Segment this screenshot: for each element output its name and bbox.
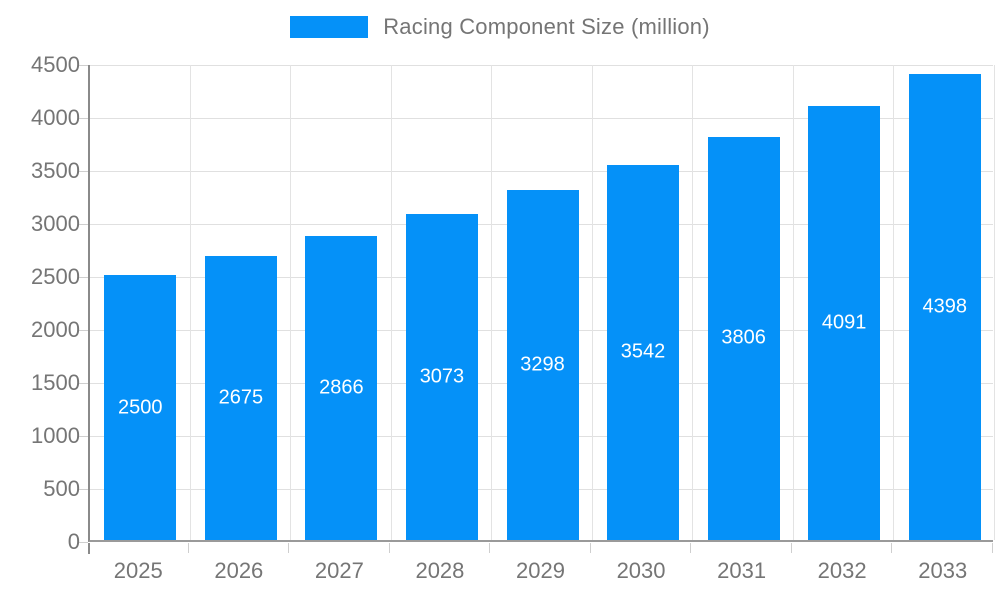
bar-value-label: 3806 bbox=[721, 326, 766, 349]
plot-area: 2500 2675 2866 3073 3298 3542 3806 4091 4398 bbox=[88, 65, 995, 542]
y-axis-tick-label: 1500 bbox=[31, 370, 80, 395]
gridline-vertical bbox=[893, 65, 895, 540]
x-axis-tick-mark bbox=[288, 543, 290, 553]
bar-value-label: 3073 bbox=[419, 365, 465, 388]
bar-value-label: 4398 bbox=[922, 295, 967, 318]
x-axis-tick-mark bbox=[388, 543, 390, 553]
y-axis-tick-mark bbox=[79, 330, 88, 331]
x-axis-tick-label: 2030 bbox=[616, 558, 666, 583]
bar-2028: 3073 bbox=[405, 214, 478, 540]
bar-value-label: 2866 bbox=[319, 376, 364, 399]
y-axis-tick-label: 1000 bbox=[31, 423, 80, 448]
gridline-horizontal bbox=[90, 118, 993, 119]
y-axis-tick-mark bbox=[79, 542, 88, 543]
x-axis-tick-mark bbox=[187, 543, 189, 553]
y-axis-tick-mark bbox=[79, 436, 88, 437]
bar-2027: 2866 bbox=[305, 236, 378, 540]
x-axis-tick-label: 2033 bbox=[918, 558, 968, 583]
x-axis-tick-mark bbox=[589, 543, 591, 553]
bar-2029: 3298 bbox=[506, 190, 579, 540]
y-axis-tick-mark bbox=[79, 224, 88, 225]
bar-2030: 3542 bbox=[607, 164, 680, 540]
y-axis-tick-mark bbox=[79, 277, 88, 278]
x-axis-tick-label: 2029 bbox=[516, 558, 565, 583]
gridline-vertical bbox=[994, 65, 995, 540]
bar-value-label: 2500 bbox=[118, 396, 163, 418]
bar-2025: 2500 bbox=[104, 275, 177, 540]
x-axis-tick-mark bbox=[790, 543, 792, 553]
x-axis-tick-label: 2028 bbox=[415, 558, 465, 583]
x-axis-tick-label: 2027 bbox=[314, 558, 364, 583]
bar-2032: 4091 bbox=[808, 106, 881, 540]
y-axis-tick-label: 4000 bbox=[31, 105, 80, 130]
gridline-vertical bbox=[692, 65, 694, 540]
y-axis-tick-mark bbox=[79, 65, 88, 66]
x-axis-tick-mark bbox=[489, 543, 491, 553]
gridline-vertical bbox=[290, 65, 292, 540]
y-axis-line bbox=[88, 543, 90, 554]
gridline-horizontal bbox=[90, 65, 993, 66]
y-axis-tick-label: 3500 bbox=[31, 158, 80, 183]
x-axis-tick-mark bbox=[690, 543, 692, 553]
bar-value-label: 4091 bbox=[821, 311, 867, 334]
x-axis-tick-label: 2025 bbox=[113, 558, 163, 583]
y-axis-tick-label: 2500 bbox=[31, 264, 80, 289]
gridline-vertical bbox=[591, 65, 593, 540]
bar-value-label: 3542 bbox=[620, 340, 666, 363]
y-axis-tick-label: 2000 bbox=[31, 317, 80, 342]
bar-2026: 2675 bbox=[204, 256, 277, 540]
y-axis-tick-mark bbox=[79, 118, 88, 119]
gridline-vertical bbox=[792, 65, 794, 540]
x-axis-tick-mark bbox=[992, 543, 993, 553]
gridline-vertical bbox=[390, 65, 392, 540]
legend: Racing Component Size (million) bbox=[0, 14, 1000, 40]
gridline-horizontal bbox=[90, 171, 993, 172]
x-axis-tick-label: 2026 bbox=[214, 558, 264, 583]
bar-2033: 4398 bbox=[908, 73, 981, 540]
y-axis-tick-mark bbox=[79, 383, 88, 384]
bar-value-label: 3298 bbox=[520, 353, 565, 376]
y-axis-tick-label: 3000 bbox=[31, 211, 80, 236]
y-axis-tick-mark bbox=[79, 489, 88, 490]
y-axis-tick-label: 500 bbox=[43, 476, 80, 501]
gridline-vertical bbox=[189, 65, 191, 540]
gridline-vertical bbox=[491, 65, 493, 540]
y-axis-tick-label: 4500 bbox=[31, 52, 80, 77]
x-axis-tick-label: 2031 bbox=[717, 558, 767, 583]
y-axis-tick-mark bbox=[79, 171, 88, 172]
legend-swatch bbox=[290, 16, 369, 38]
bar-2031: 3806 bbox=[707, 136, 780, 540]
bar-value-label: 2675 bbox=[218, 386, 264, 409]
x-axis-tick-label: 2032 bbox=[817, 558, 867, 583]
x-axis-tick-mark bbox=[891, 543, 893, 553]
y-axis-tick-label: 0 bbox=[67, 529, 80, 554]
chart-title: Racing Component Size (million) bbox=[383, 14, 710, 39]
